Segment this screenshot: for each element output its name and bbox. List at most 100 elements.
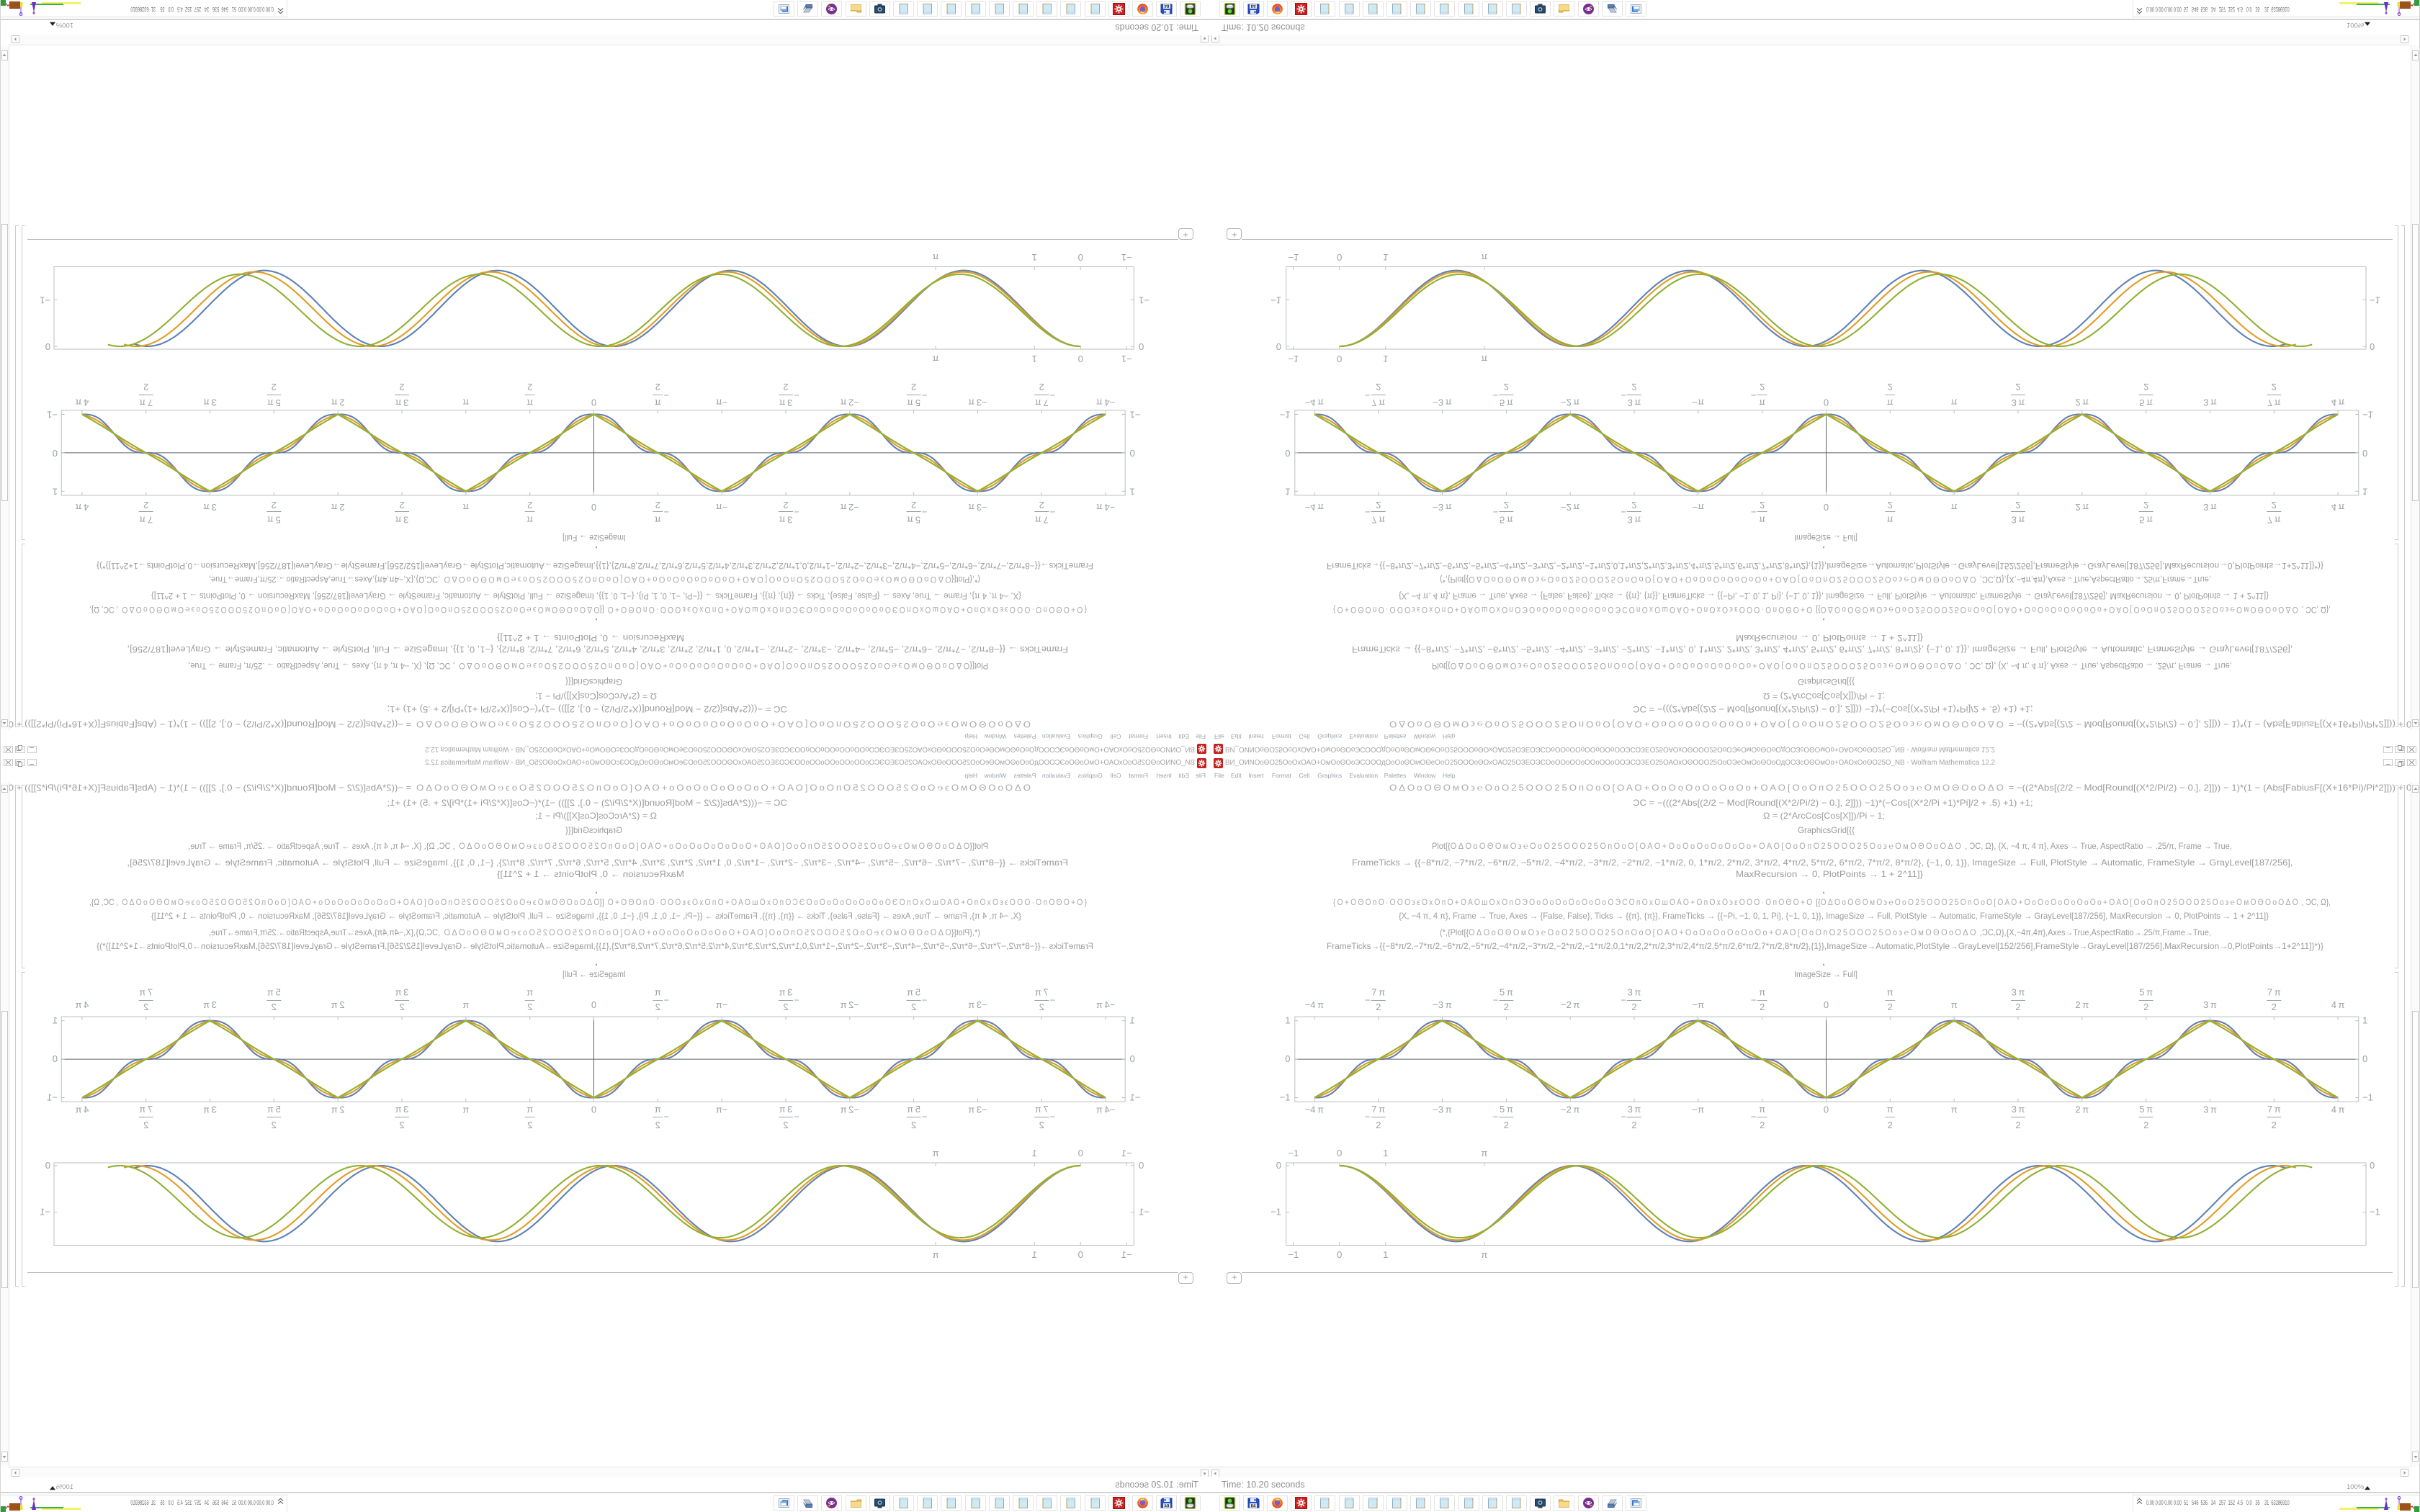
svg-text:0: 0	[1285, 1053, 1290, 1064]
svg-text:5 π: 5 π	[2139, 397, 2153, 408]
svg-text:4 π: 4 π	[2331, 999, 2345, 1010]
svg-text:5 π: 5 π	[267, 397, 281, 408]
svg-text:64: 64	[1250, 4, 1255, 8]
svg-text:2: 2	[272, 1120, 277, 1130]
svg-text:−4 π: −4 π	[1305, 999, 1324, 1010]
svg-text:2: 2	[143, 500, 148, 510]
svg-text:0: 0	[1130, 448, 1135, 459]
svg-text:π: π	[1951, 999, 1958, 1010]
svg-text:2: 2	[1504, 500, 1509, 510]
svg-text:π: π	[1759, 1104, 1765, 1115]
svg-text:0: 0	[1337, 1249, 1342, 1260]
svg-text:2: 2	[1760, 1002, 1765, 1012]
svg-text:3 π: 3 π	[2203, 502, 2217, 513]
svg-text:−: −	[1493, 994, 1499, 1005]
svg-text:0: 0	[591, 502, 596, 513]
svg-text:−: −	[664, 390, 670, 401]
svg-text:5 π: 5 π	[2139, 986, 2153, 997]
svg-text:4 π: 4 π	[75, 999, 89, 1010]
svg-text:−3 π: −3 π	[1433, 502, 1451, 513]
svg-text:1: 1	[1032, 1148, 1037, 1158]
svg-text:2: 2	[1631, 1002, 1636, 1012]
svg-text:2: 2	[1504, 1120, 1509, 1130]
svg-text:2: 2	[1039, 1002, 1044, 1012]
svg-text:2: 2	[1504, 1002, 1509, 1012]
svg-text:0: 0	[591, 1104, 596, 1115]
svg-text:−3 π: −3 π	[1433, 999, 1451, 1010]
svg-text:3 π: 3 π	[203, 1104, 217, 1115]
svg-text:2: 2	[1888, 382, 1893, 392]
svg-text:−2 π: −2 π	[841, 502, 859, 513]
svg-text:π: π	[462, 502, 469, 513]
svg-text:5 π: 5 π	[2139, 515, 2153, 526]
svg-text:2: 2	[1888, 500, 1893, 510]
svg-text:2: 2	[527, 500, 532, 510]
svg-text:−: −	[1621, 390, 1626, 401]
svg-text:2: 2	[527, 1120, 532, 1130]
svg-text:π: π	[1481, 1148, 1487, 1158]
svg-text:−: −	[794, 994, 799, 1005]
svg-text:0: 0	[1824, 999, 1829, 1010]
svg-text:−: −	[1365, 507, 1371, 518]
svg-text:2: 2	[655, 500, 660, 510]
svg-text:5 π: 5 π	[2139, 1104, 2153, 1115]
svg-text:−: −	[794, 1111, 799, 1122]
svg-text:0: 0	[1824, 502, 1829, 513]
svg-text:7 π: 7 π	[1035, 1104, 1049, 1115]
svg-text:π: π	[462, 1104, 469, 1115]
svg-text:−: −	[1493, 1111, 1499, 1122]
svg-text:2: 2	[399, 1120, 404, 1130]
svg-text:0: 0	[1824, 397, 1829, 408]
svg-text:π: π	[1759, 515, 1765, 526]
svg-text:2: 2	[143, 1002, 148, 1012]
svg-text:−: −	[1493, 390, 1499, 401]
svg-text:−3 π: −3 π	[968, 1104, 987, 1115]
svg-text:2: 2	[1631, 1120, 1636, 1130]
svg-text:−1: −1	[2370, 294, 2380, 305]
svg-text:−: −	[794, 390, 799, 401]
svg-text:0: 0	[2362, 448, 2367, 459]
svg-text:2: 2	[655, 1002, 660, 1012]
svg-text:π: π	[1481, 354, 1487, 364]
svg-text:7 π: 7 π	[2267, 1104, 2281, 1115]
svg-text:5 π: 5 π	[1500, 986, 1513, 997]
svg-text:2: 2	[527, 382, 532, 392]
svg-text:2: 2	[1039, 500, 1044, 510]
svg-text:π: π	[526, 1104, 533, 1115]
svg-text:−2 π: −2 π	[841, 999, 859, 1010]
svg-text:−: −	[1050, 1111, 1056, 1122]
svg-text:−2 π: −2 π	[841, 1104, 859, 1115]
svg-text:−1: −1	[1121, 1249, 1132, 1260]
svg-text:−1: −1	[1288, 1148, 1299, 1158]
svg-text:−4 π: −4 π	[1305, 397, 1324, 408]
svg-text:2: 2	[1760, 1120, 1765, 1130]
svg-text:2: 2	[783, 1120, 788, 1130]
svg-text:π: π	[1481, 1249, 1487, 1260]
svg-text:−1: −1	[47, 1092, 58, 1102]
svg-text:π: π	[933, 1148, 939, 1158]
svg-text:−4 π: −4 π	[1305, 502, 1324, 513]
svg-text:2: 2	[1760, 500, 1765, 510]
svg-text:−1: −1	[1139, 1207, 1150, 1218]
svg-text:2: 2	[143, 1120, 148, 1130]
svg-text:3 π: 3 π	[2203, 999, 2217, 1010]
svg-text:2: 2	[911, 382, 916, 392]
svg-text:3 π: 3 π	[1628, 986, 1641, 997]
svg-text:3 π: 3 π	[203, 999, 217, 1010]
svg-text:−3 π: −3 π	[1433, 1104, 1451, 1115]
svg-text:−1: −1	[1280, 410, 1291, 420]
svg-text:0: 0	[2362, 1053, 2367, 1064]
svg-text:2: 2	[1504, 382, 1509, 392]
svg-text:4 π: 4 π	[75, 502, 89, 513]
svg-text:3 π: 3 π	[395, 986, 409, 997]
svg-text:2: 2	[1376, 500, 1381, 510]
svg-text:2: 2	[1039, 1120, 1044, 1130]
svg-text:3 π: 3 π	[2012, 986, 2025, 997]
svg-text:2: 2	[399, 382, 404, 392]
svg-text:2: 2	[2015, 500, 2020, 510]
svg-text:−3 π: −3 π	[968, 999, 987, 1010]
svg-text:0: 0	[1078, 1148, 1083, 1158]
svg-text:2: 2	[1376, 382, 1381, 392]
svg-text:π: π	[1951, 502, 1958, 513]
svg-text:−1: −1	[1121, 1148, 1132, 1158]
